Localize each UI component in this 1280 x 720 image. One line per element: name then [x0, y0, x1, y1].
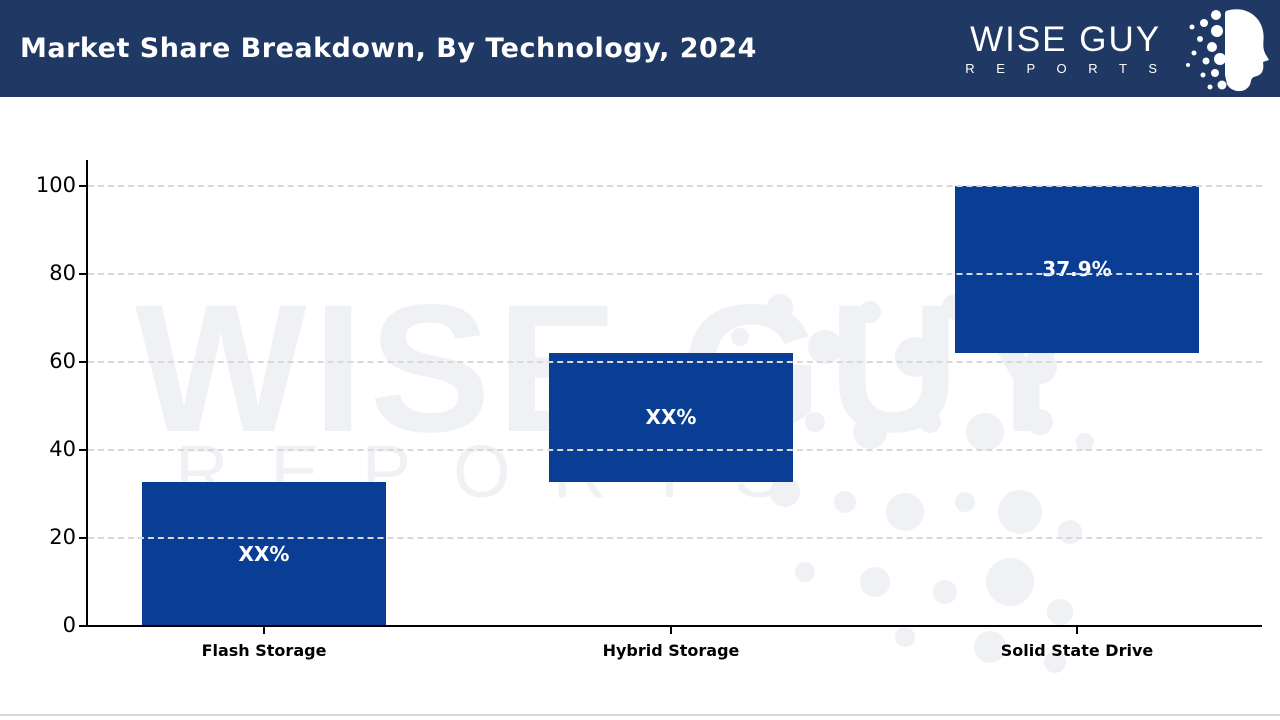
x-tick-mark — [1076, 627, 1078, 634]
bar-flash-storage: XX% — [142, 482, 386, 626]
gridline-100 — [88, 185, 1262, 187]
header-bar: Market Share Breakdown, By Technology, 2… — [0, 0, 1280, 97]
gridline-80 — [88, 273, 1262, 275]
x-tick-mark — [670, 627, 672, 634]
y-tick-label: 20 — [49, 525, 76, 549]
gridline-40 — [88, 449, 1262, 451]
x-category-label: Flash Storage — [201, 641, 327, 660]
brand-name: WISE GUY — [970, 20, 1162, 60]
y-tick-label: 60 — [49, 349, 76, 373]
y-tick-mark — [79, 537, 87, 539]
y-tick-mark — [79, 625, 87, 627]
y-tick-label: 40 — [49, 437, 76, 461]
x-tick-mark — [263, 627, 265, 634]
y-axis-line — [86, 160, 88, 627]
y-tick-mark — [79, 185, 87, 187]
brand-logo: WISE GUY R E P O R T S — [965, 4, 1270, 94]
x-category-label: Hybrid Storage — [602, 641, 740, 660]
x-axis-line — [86, 625, 1262, 627]
chart-title: Market Share Breakdown, By Technology, 2… — [20, 33, 757, 64]
y-tick-label: 0 — [62, 613, 76, 637]
gridline-20 — [88, 537, 1262, 539]
y-tick-label: 80 — [49, 261, 76, 285]
y-tick-mark — [79, 449, 87, 451]
bar-value-label: 37.9% — [1042, 257, 1112, 282]
bar-value-label: XX% — [645, 405, 697, 430]
y-tick-mark — [79, 273, 87, 275]
brand-subtitle: R E P O R T S — [965, 60, 1166, 76]
bottom-divider — [0, 714, 1280, 716]
x-category-label: Solid State Drive — [1000, 641, 1154, 660]
gridline-60 — [88, 361, 1262, 363]
bar-solid-state-drive: 37.9% — [955, 186, 1199, 353]
brand-logo-text: WISE GUY R E P O R T S — [965, 20, 1166, 76]
logo-face-icon — [1186, 9, 1269, 92]
bar-value-label: XX% — [238, 542, 290, 567]
y-tick-mark — [79, 361, 87, 363]
y-tick-label: 100 — [35, 173, 76, 197]
bar-hybrid-storage: XX% — [549, 352, 793, 483]
